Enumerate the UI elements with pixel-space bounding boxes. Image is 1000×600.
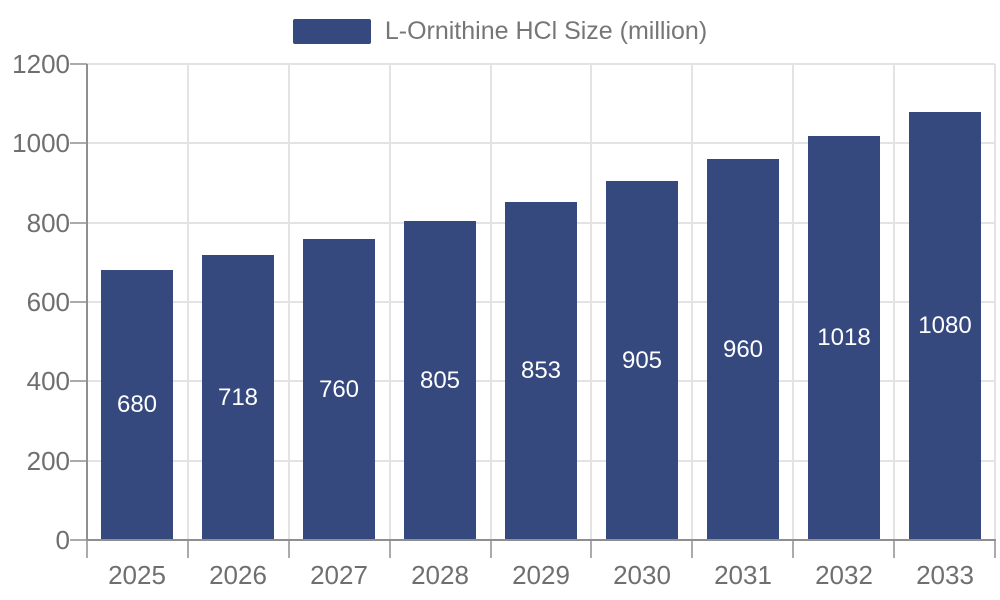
x-axis-tick [186, 540, 189, 558]
y-axis-tick [70, 380, 87, 383]
x-axis-tick [893, 540, 896, 558]
bar-value-label: 853 [520, 357, 562, 384]
x-axis-tick [86, 540, 88, 558]
x-axis-line [86, 539, 996, 541]
x-gridline [388, 64, 391, 540]
x-axis-tick [287, 540, 290, 558]
x-axis-tick-label: 2032 [815, 560, 873, 590]
y-axis-tick-label: 600 [26, 287, 70, 317]
y-axis-line [86, 64, 88, 541]
bar-value-label: 805 [419, 366, 461, 394]
x-axis-tick [994, 540, 996, 558]
y-axis-tick-label: 1200 [12, 49, 70, 79]
x-gridline [287, 64, 290, 540]
x-axis-tick-label: 2028 [411, 560, 469, 590]
y-axis-tick [70, 459, 87, 462]
y-axis-tick [70, 301, 87, 303]
bar-value-label: 1080 [918, 312, 972, 339]
y-axis-tick [70, 539, 87, 541]
x-axis-tick-label: 2026 [209, 560, 267, 590]
legend-label: L-Ornithine HCl Size (million) [384, 17, 708, 45]
x-axis-tick [590, 540, 593, 558]
bar-value-label: 960 [722, 335, 764, 363]
x-gridline [691, 64, 694, 540]
x-gridline [186, 64, 189, 540]
x-axis-tick [388, 540, 391, 558]
legend-swatch-icon [292, 18, 371, 44]
x-axis-tick [489, 540, 492, 558]
y-axis-tick-label: 800 [26, 207, 70, 238]
plot-area: 0 200 400 600 800 1000 1200 680 2025 718 2026 760 20… [12, 49, 996, 590]
bar-2033[interactable]: 1080 [909, 112, 981, 540]
x-axis-tick [691, 540, 694, 558]
y-axis-tick-label: 400 [26, 366, 70, 397]
y-gridline [87, 63, 995, 65]
bar-value-label: 1018 [817, 324, 871, 351]
x-axis-tick [792, 540, 795, 558]
x-gridline [489, 64, 492, 540]
bar-2031[interactable]: 960 [707, 159, 779, 540]
x-axis-tick-label: 2027 [310, 560, 368, 590]
y-axis-tick [70, 63, 87, 65]
bar-2026[interactable]: 718 [202, 255, 274, 540]
y-axis-tick-label: 0 [55, 525, 70, 555]
x-axis-tick-label: 2033 [916, 560, 974, 590]
x-gridline [590, 64, 593, 540]
x-axis-tick-label: 2030 [613, 560, 671, 590]
bar-value-label: 680 [116, 391, 158, 418]
x-gridline [792, 64, 795, 540]
bar-2030[interactable]: 905 [606, 181, 678, 540]
bar-2025[interactable]: 680 [101, 270, 173, 540]
y-axis-tick-label: 200 [26, 445, 70, 476]
bar-2032[interactable]: 1018 [808, 136, 880, 540]
x-axis-tick-label: 2029 [512, 560, 570, 590]
chart-legend[interactable]: L-Ornithine HCl Size (million) [0, 17, 1000, 45]
x-axis-tick-label: 2025 [108, 560, 166, 590]
bar-value-label: 760 [318, 375, 360, 403]
x-gridline [994, 64, 996, 540]
x-gridline [893, 64, 896, 540]
y-axis-tick-label: 1000 [12, 128, 70, 159]
y-axis-tick [70, 142, 87, 145]
bar-2027[interactable]: 760 [303, 239, 375, 540]
y-gridline [87, 142, 995, 145]
x-axis-tick-label: 2031 [714, 560, 772, 590]
bar-2028[interactable]: 805 [404, 221, 476, 540]
bar-value-label: 905 [621, 346, 663, 374]
y-axis-tick [70, 221, 87, 224]
bar-2029[interactable]: 853 [505, 202, 577, 540]
bar-value-label: 718 [217, 383, 259, 411]
